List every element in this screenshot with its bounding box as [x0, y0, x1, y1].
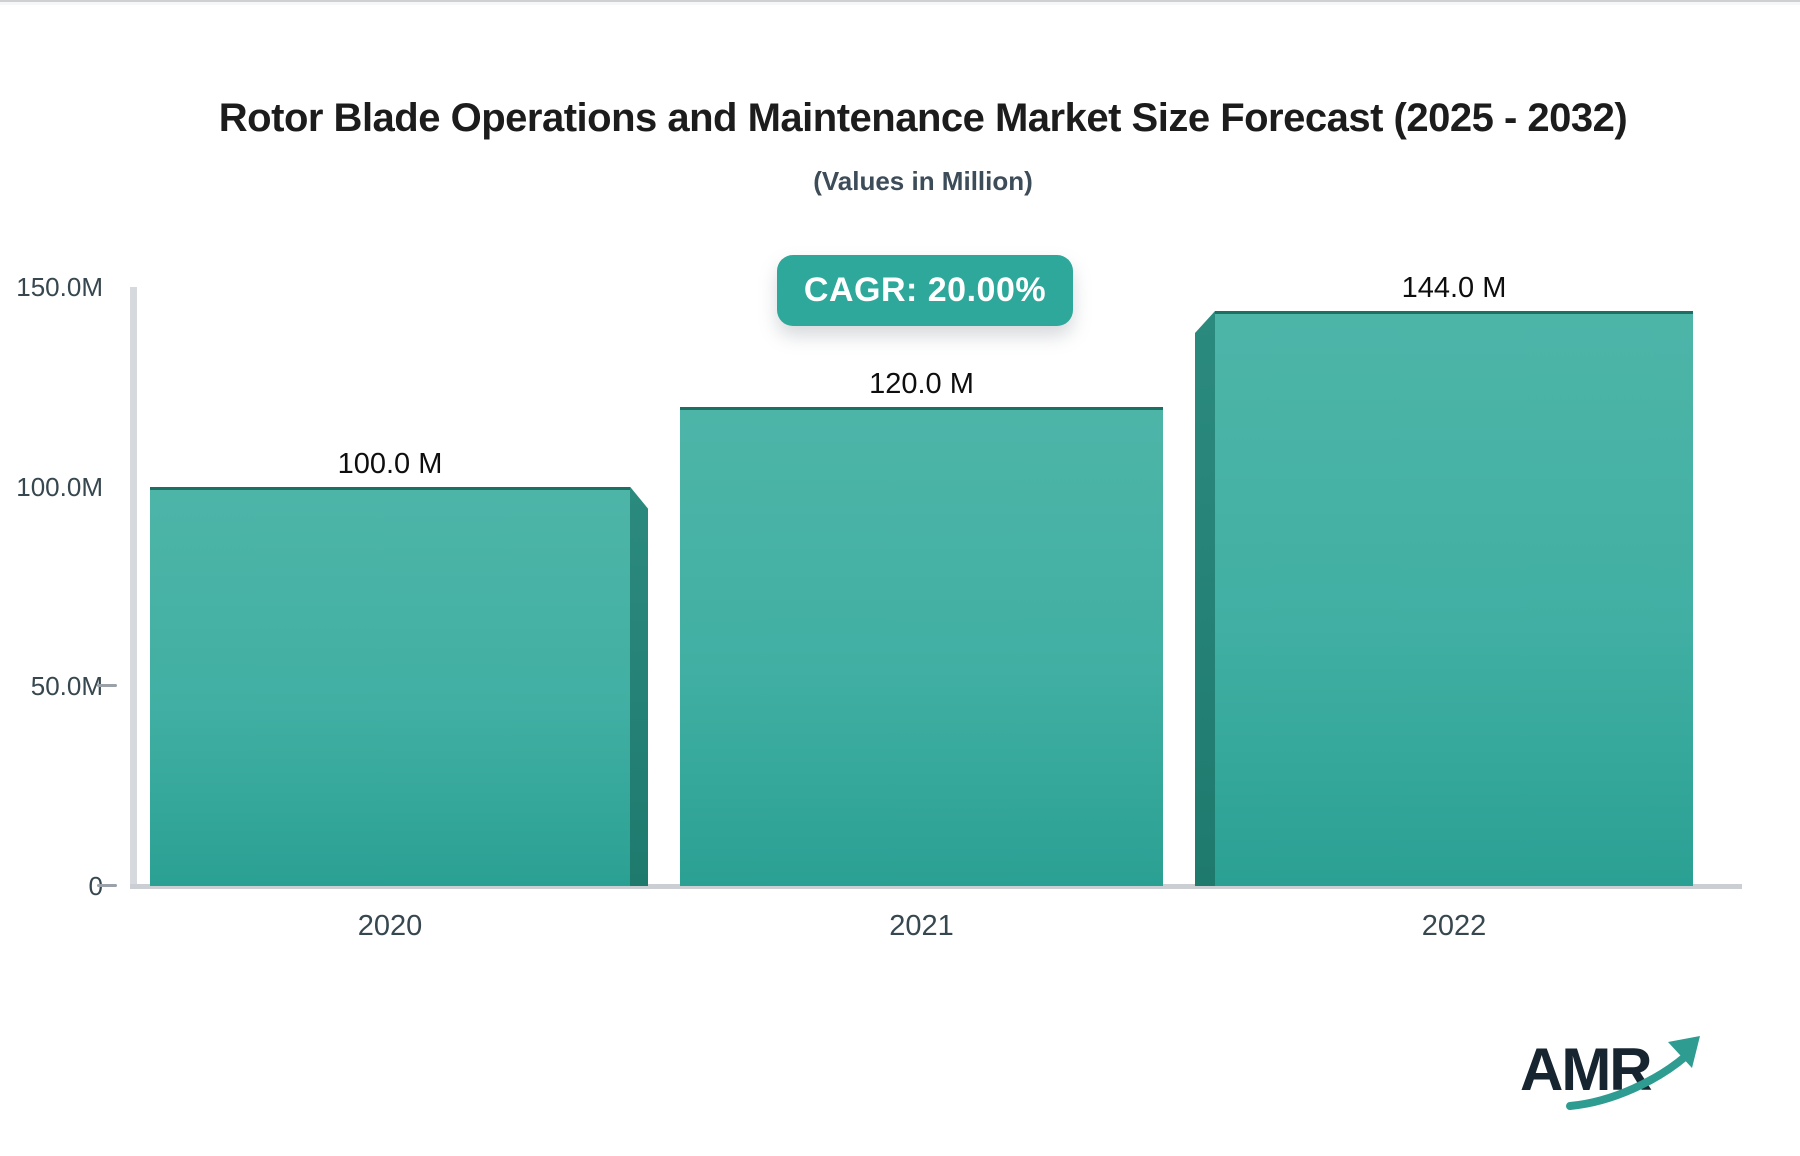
bar-2020	[150, 486, 630, 886]
y-axis-tick-label: 50.0M	[30, 671, 103, 702]
bar-2021	[680, 406, 1163, 886]
y-axis-tick-label: 0	[88, 871, 103, 901]
chart-title: Rotor Blade Operations and Maintenance M…	[218, 96, 1628, 140]
bar-value-label: 100.0 M	[337, 447, 443, 480]
bar-value-label: 144.0 M	[1401, 271, 1507, 304]
top-border	[0, 0, 1800, 5]
x-axis-category-label: 2020	[357, 910, 423, 942]
bar-value-label: 120.0 M	[869, 367, 974, 400]
bar-3d-side	[630, 486, 648, 886]
x-axis-baseline	[130, 884, 1742, 889]
cagr-badge-label: CAGR: 20.00%	[803, 271, 1047, 309]
x-axis-category-label: 2022	[1421, 910, 1487, 942]
x-axis-category-label: 2021	[889, 910, 954, 942]
growth-arrow-icon	[1566, 1036, 1700, 1110]
amr-logo: AMR	[1518, 1028, 1728, 1118]
y-axis-tick-label: 100.0M	[16, 471, 103, 502]
y-axis-tick-mark	[97, 684, 117, 688]
chart-subtitle: (Values in Million)	[813, 166, 1033, 196]
bar-3d-side	[1195, 310, 1215, 886]
y-axis-tick-label: 150.0M	[16, 272, 103, 302]
y-axis-line	[130, 287, 137, 889]
cagr-badge: CAGR: 20.00%	[777, 255, 1073, 326]
y-axis-tick-mark	[97, 884, 117, 887]
bar-2022	[1215, 310, 1693, 886]
